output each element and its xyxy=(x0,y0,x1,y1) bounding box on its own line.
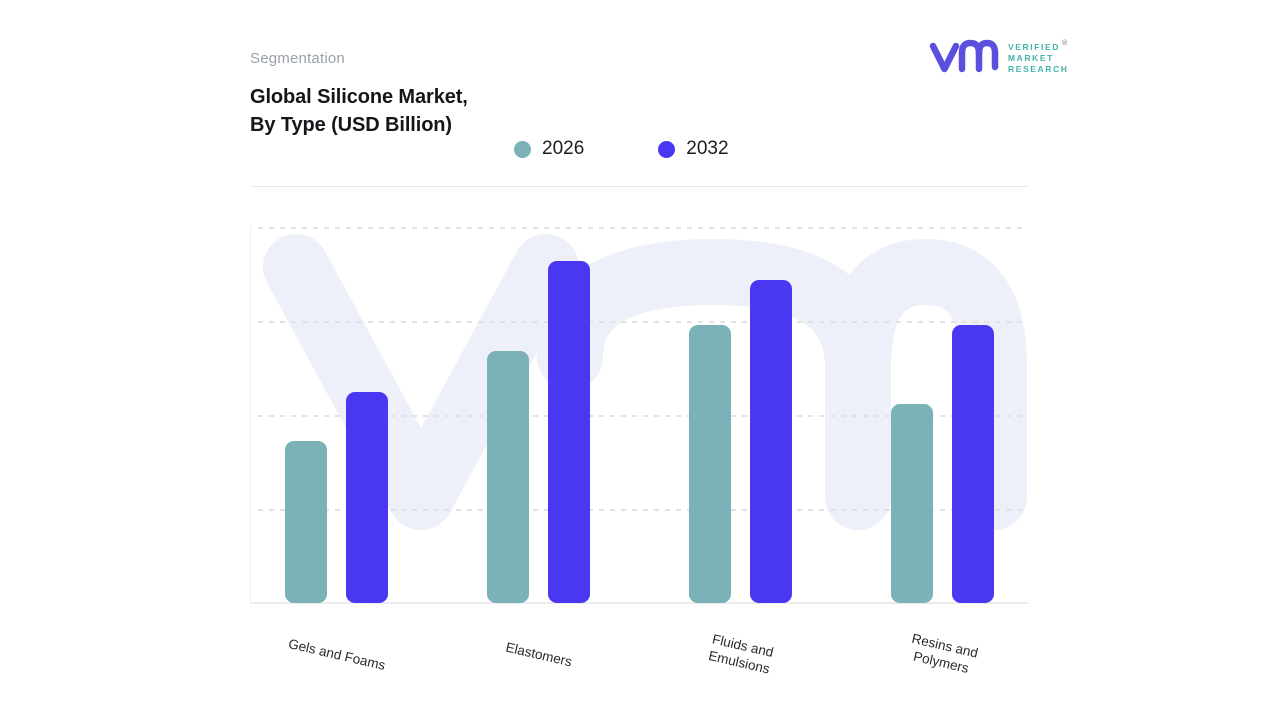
y-axis-line xyxy=(250,227,251,603)
chart-legend: 2026 2032 xyxy=(514,138,729,160)
bar-2032-resins-and-polymers[interactable] xyxy=(952,325,994,603)
chart-title: Global Silicone Market, By Type (USD Bil… xyxy=(250,83,468,139)
legend-item-2032[interactable]: 2032 xyxy=(658,138,729,160)
x-axis-line xyxy=(250,602,1028,604)
category-label-resins-and-polymers: Resins and Polymers xyxy=(909,630,979,676)
brand-name-line2: MARKET xyxy=(1008,52,1054,63)
brand-name-line3: RESEARCH xyxy=(1008,63,1069,74)
header-divider xyxy=(250,186,1028,187)
bar-2032-elastomers[interactable] xyxy=(548,261,590,603)
plot-area xyxy=(250,227,1028,604)
legend-label: 2032 xyxy=(686,138,729,159)
registered-mark: ® xyxy=(1062,40,1068,48)
gridline xyxy=(258,415,1028,417)
legend-item-2026[interactable]: 2026 xyxy=(514,138,584,160)
legend-swatch xyxy=(658,140,676,158)
bar-2026-elastomers[interactable] xyxy=(487,351,529,603)
gridline xyxy=(258,321,1028,323)
brand-name-line1: VERIFIED xyxy=(1008,41,1061,52)
brand-name: VERIFIED ® MARKET RESEARCH xyxy=(1008,39,1069,75)
bar-2026-resins-and-polymers[interactable] xyxy=(891,404,933,603)
legend-label: 2026 xyxy=(542,138,585,159)
brand-logo: VERIFIED ® MARKET RESEARCH xyxy=(926,34,1069,80)
category-label-elastomers: Elastomers xyxy=(503,639,574,669)
gridline xyxy=(258,509,1028,511)
legend-swatch xyxy=(514,140,531,158)
vmr-logo-icon xyxy=(929,39,999,73)
category-label-gels-and-foams: Gels and Foams xyxy=(286,635,387,673)
chart-title-line2: By Type (USD Billion) xyxy=(250,114,452,136)
gridline xyxy=(258,227,1028,229)
bar-2032-fluids-and-emulsions[interactable] xyxy=(750,280,792,603)
bar-2032-gels-and-foams[interactable] xyxy=(346,392,388,603)
category-label-fluids-and-emulsions: Fluids and Emulsions xyxy=(706,631,775,677)
bar-2026-fluids-and-emulsions[interactable] xyxy=(689,325,731,603)
chart-title-line1: Global Silicone Market, xyxy=(250,86,468,108)
bar-2026-gels-and-foams[interactable] xyxy=(285,441,327,603)
kicker-label: Segmentation xyxy=(250,50,345,67)
